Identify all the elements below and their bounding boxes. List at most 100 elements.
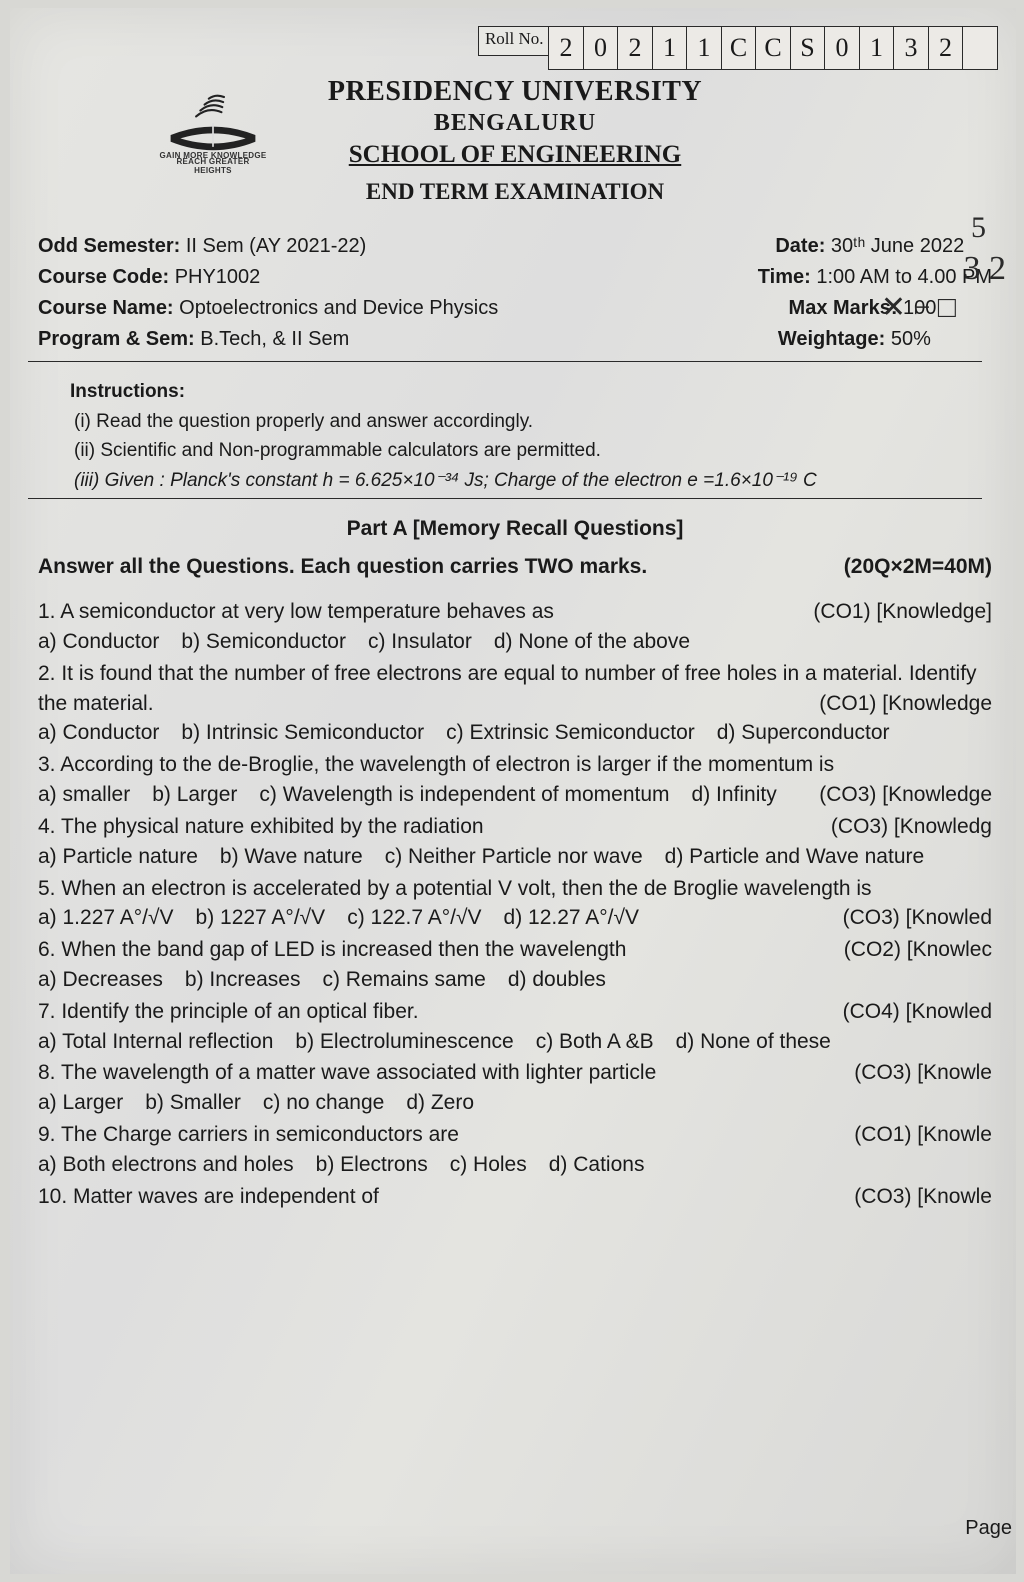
option: a) Particle nature — [38, 842, 198, 872]
prog-label: Program & Sem: — [38, 328, 195, 350]
option: a) 1.227 A°/√V — [38, 903, 174, 933]
question-stem: 4. The physical nature exhibited by the … — [38, 812, 992, 842]
roll-cell: 1 — [686, 26, 722, 70]
option: b) Intrinsic Semiconductor — [181, 718, 424, 748]
question-stem: 8. The wavelength of a matter wave assoc… — [38, 1058, 992, 1088]
roll-cell: 2 — [548, 26, 584, 70]
instructions-block: Instructions: (i) Read the question prop… — [38, 378, 992, 494]
option: a) Larger — [38, 1088, 123, 1118]
question: 8. The wavelength of a matter wave assoc… — [38, 1058, 992, 1118]
roll-cell: 0 — [824, 26, 860, 70]
option: a) Conductor — [38, 718, 159, 748]
question-stem: 5. When an electron is accelerated by a … — [38, 874, 992, 904]
option: c) Both A &B — [536, 1027, 654, 1057]
option: c) Wavelength is independent of momentum — [259, 780, 669, 810]
exam-title: END TERM EXAMINATION — [38, 179, 992, 205]
question-stem: 6. When the band gap of LED is increased… — [38, 935, 992, 965]
name-label: Course Name: — [38, 297, 174, 319]
mark-scheme: (20Q×2M=40M) — [844, 555, 992, 579]
option: b) Electrons — [316, 1150, 428, 1180]
code-value: PHY1002 — [175, 266, 261, 288]
question-co-tag: (CO2) [Knowlec — [844, 935, 992, 965]
date-label: Date: — [775, 235, 825, 257]
question-options: a) Particle natureb) Wave naturec) Neith… — [38, 842, 992, 872]
question: 5. When an electron is accelerated by a … — [38, 874, 992, 934]
question: 9. The Charge carriers in semiconductors… — [38, 1120, 992, 1180]
roll-cell: 3 — [893, 26, 929, 70]
option: a) Conductor — [38, 627, 159, 657]
prog-value: B.Tech, & II Sem — [200, 328, 349, 350]
header-block: GAIN MORE KNOWLEDGE REACH GREATER HEIGHT… — [38, 76, 992, 205]
book-birds-icon — [158, 86, 268, 154]
part-a-title: Part A [Memory Recall Questions] — [38, 517, 992, 541]
roll-boxes: 2 0 2 1 1 C C S 0 1 3 2 — [550, 26, 999, 70]
roll-cell: 2 — [928, 26, 964, 70]
question-co-tag: (CO1) [Knowledge] — [813, 597, 992, 627]
question: 6. When the band gap of LED is increased… — [38, 935, 992, 995]
roll-cell: S — [790, 26, 826, 70]
roll-cell: 1 — [652, 26, 688, 70]
option: b) Increases — [185, 965, 301, 995]
roll-cell: 1 — [859, 26, 895, 70]
question-options: a) Conductorb) Intrinsic Semiconductorc)… — [38, 718, 992, 748]
weight-label: Weightage: — [778, 328, 885, 350]
question: 4. The physical nature exhibited by the … — [38, 812, 992, 872]
option: d) Cations — [549, 1150, 645, 1180]
roll-cell: C — [721, 26, 757, 70]
question-co-tag: (CO3) [Knowle — [854, 1182, 992, 1212]
logo-tagline-2: REACH GREATER HEIGHTS — [158, 158, 268, 176]
question: 3. According to the de-Broglie, the wave… — [38, 750, 992, 810]
roll-cell — [962, 26, 998, 70]
instruction-item: (i) Read the question properly and answe… — [74, 408, 992, 436]
question-options: a) Decreasesb) Increasesc) Remains samed… — [38, 965, 992, 995]
question-co-tag: (CO4) [Knowled — [843, 997, 992, 1027]
option: d) None of the above — [494, 627, 690, 657]
code-label: Course Code: — [38, 266, 169, 288]
university-logo: GAIN MORE KNOWLEDGE REACH GREATER HEIGHT… — [158, 86, 268, 176]
option: b) Larger — [152, 780, 237, 810]
roll-label: Roll No. — [478, 26, 550, 56]
option: c) Insulator — [368, 627, 472, 657]
option: a) smaller — [38, 780, 130, 810]
option: b) Electroluminescence — [295, 1027, 513, 1057]
question-options: a) Both electrons and holes b) Electrons c… — [38, 1150, 992, 1180]
option: d) Infinity — [692, 780, 777, 810]
option: c) Remains same — [322, 965, 485, 995]
option: b) 1227 A°/√V — [196, 903, 326, 933]
option: d) Zero — [406, 1088, 474, 1118]
question-stem: 10. Matter waves are independent of(CO3)… — [38, 1182, 992, 1212]
time-label: Time: — [758, 266, 811, 288]
question: 10. Matter waves are independent of(CO3)… — [38, 1182, 992, 1212]
roll-cell: 0 — [583, 26, 619, 70]
question-stem: 9. The Charge carriers in semiconductors… — [38, 1120, 992, 1150]
option: c) Neither Particle nor wave — [385, 842, 643, 872]
name-value: Optoelectronics and Device Physics — [179, 297, 498, 319]
question-options: a) Total Internal reflectionb) Electrolu… — [38, 1027, 992, 1057]
answer-all-text: Answer all the Questions. Each question … — [38, 555, 647, 579]
question-options: a) Conductorb) Semiconductorc) Insulator… — [38, 627, 992, 657]
option: d) None of these — [676, 1027, 831, 1057]
question-co-tag: (CO3) [Knowled — [843, 903, 992, 933]
question-stem: 7. Identify the principle of an optical … — [38, 997, 992, 1027]
question-co-tag: (CO1) [Knowle — [854, 1120, 992, 1150]
question: 1. A semiconductor at very low temperatu… — [38, 597, 992, 657]
option: c) Holes — [450, 1150, 527, 1180]
question-stem: 2. It is found that the number of free e… — [38, 659, 992, 719]
instruction-given: (iii) Given : Planck's constant h = 6.62… — [74, 467, 992, 495]
question-list: 1. A semiconductor at very low temperatu… — [38, 597, 992, 1211]
question-stem: 1. A semiconductor at very low temperatu… — [38, 597, 992, 627]
question-co-tag: (CO3) [Knowle — [854, 1058, 992, 1088]
roll-cell: C — [755, 26, 791, 70]
handwritten-32: 3 2 — [964, 243, 1007, 296]
option: a) Both electrons and holes — [38, 1150, 294, 1180]
option: c) no change — [263, 1088, 384, 1118]
question: 2. It is found that the number of free e… — [38, 659, 992, 748]
question-options: a) Larger b) Smaller c) no change d) Zero — [38, 1088, 992, 1118]
question-stem: 3. According to the de-Broglie, the wave… — [38, 750, 992, 780]
answer-all-row: Answer all the Questions. Each question … — [38, 555, 992, 579]
question: 7. Identify the principle of an optical … — [38, 997, 992, 1057]
roll-number-row: Roll No. 2 0 2 1 1 C C S 0 1 3 2 — [38, 26, 998, 70]
option: b) Smaller — [145, 1088, 241, 1118]
option: d) Particle and Wave nature — [665, 842, 925, 872]
option: d) doubles — [508, 965, 606, 995]
